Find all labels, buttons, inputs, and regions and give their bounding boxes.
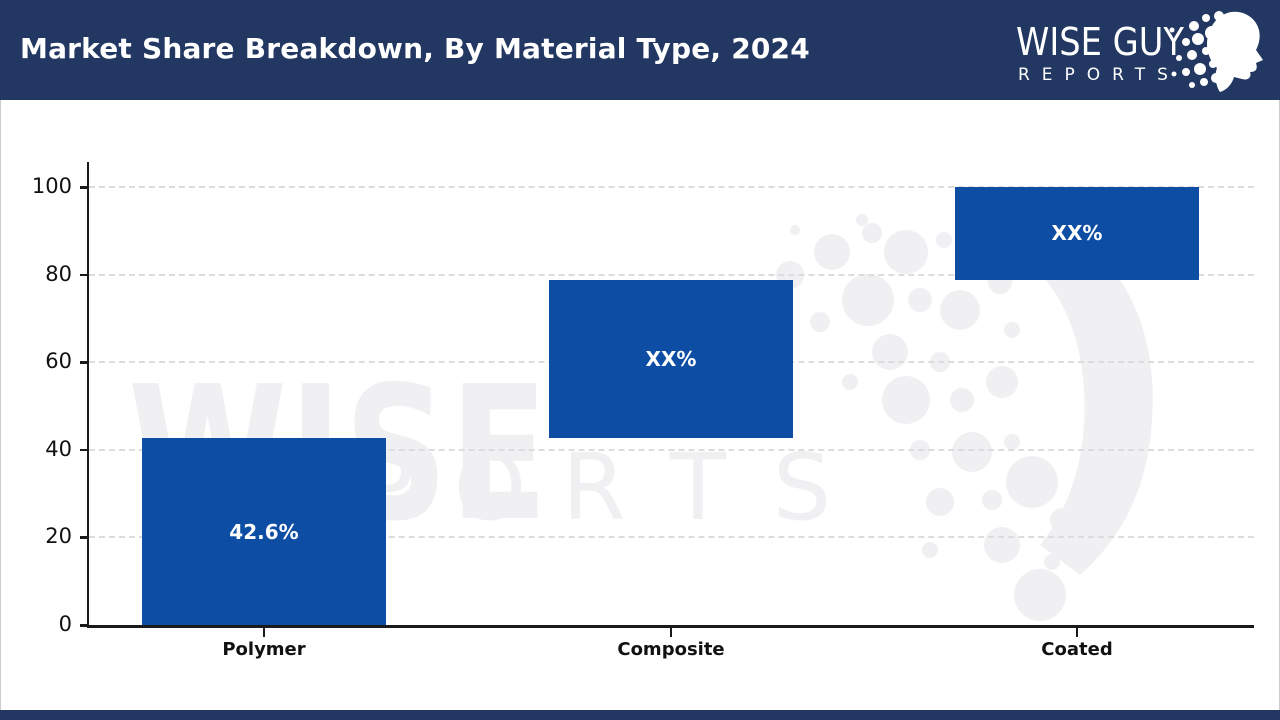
x-tick-1 (669, 627, 673, 637)
x-category-label: Composite (617, 639, 725, 660)
y-tick-100 (80, 186, 89, 189)
y-tick-40 (80, 448, 89, 452)
y-tick-label-0: 0 (58, 612, 72, 636)
x-category-label: Polymer (222, 639, 306, 660)
x-tick-2 (1075, 627, 1079, 637)
logo-subtext: REPORTS (1018, 65, 1180, 85)
bar-value-label: XX% (1051, 221, 1103, 246)
y-tick-80 (80, 273, 89, 277)
y-tick-20 (80, 536, 89, 539)
gridline-y20 (89, 536, 1254, 539)
page-title: Market Share Breakdown, By Material Type… (20, 32, 810, 66)
logo-face-dots-icon (1169, 11, 1224, 88)
chart-area: WISE REPORTS 02040608010042.6%PolymerXX%… (0, 100, 1280, 710)
x-tick-0 (262, 627, 266, 637)
bar-coated: XX% (955, 187, 1199, 280)
watermark-letter: O (453, 434, 527, 541)
bar-composite: XX% (549, 279, 793, 439)
watermark-letter: R (562, 434, 626, 541)
watermark-face-icon (776, 214, 1153, 621)
gridline-y100 (89, 186, 1254, 188)
y-tick-label-80: 80 (45, 261, 72, 286)
bar-value-label: XX% (645, 347, 697, 372)
gridline-y40 (89, 448, 1254, 451)
x-category-label: Coated (1041, 639, 1113, 660)
logo-face-profile-icon (1207, 11, 1263, 93)
wiseguy-logo: WISE GUY REPORTS (1016, 11, 1263, 93)
gridline-y80 (89, 273, 1254, 276)
y-axis-line (86, 162, 89, 627)
bar-value-label: 42.6% (229, 519, 299, 544)
y-tick-label-20: 20 (45, 524, 72, 549)
bottom-accent-bar (0, 710, 1280, 720)
plot: 0 20 40 60 80 100 42.6% Polymer XX% Composite XX% C… (0, 100, 1280, 710)
y-tick-60 (80, 361, 89, 364)
x-axis-line (86, 625, 1254, 628)
bar-polymer: 42.6% (142, 438, 386, 625)
header-bar: Market Share Breakdown, By Material Type… (0, 0, 1280, 100)
y-tick-label-60: 60 (45, 349, 72, 374)
watermark-letter: T (669, 434, 727, 541)
watermark-letter: S (772, 434, 832, 541)
logo-wordmark: WISE GUY (1016, 20, 1185, 64)
y-tick-0 (80, 624, 89, 627)
y-tick-label-100: 100 (31, 174, 72, 198)
y-tick-label-40: 40 (45, 436, 72, 461)
